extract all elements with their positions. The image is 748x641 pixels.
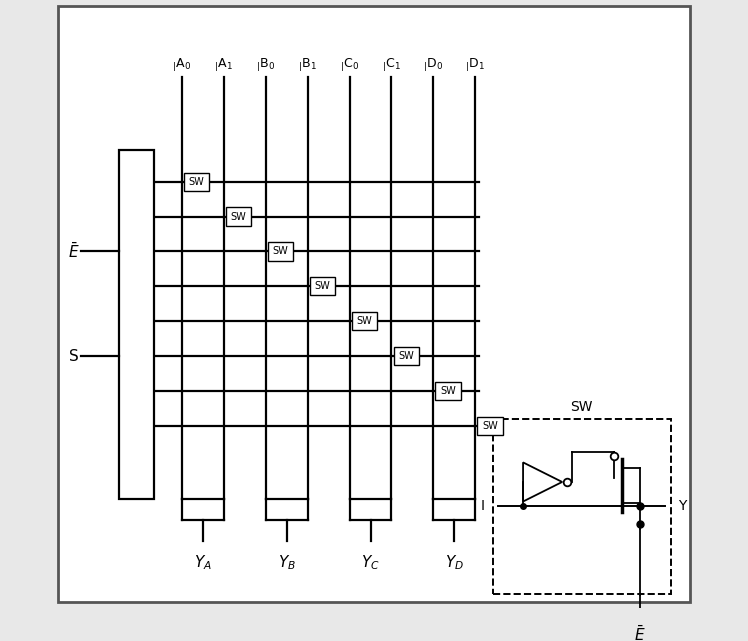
- Text: $_|$B$_1$: $_|$B$_1$: [298, 56, 317, 72]
- Text: $_|$B$_0$: $_|$B$_0$: [256, 56, 275, 72]
- Text: S: S: [69, 349, 79, 363]
- Text: SW: SW: [314, 281, 330, 292]
- Bar: [435, 382, 461, 400]
- Text: $Y_C$: $Y_C$: [361, 553, 380, 572]
- Text: SW: SW: [571, 399, 593, 413]
- Text: $_|$C$_0$: $_|$C$_0$: [340, 56, 359, 72]
- Bar: [226, 208, 251, 226]
- Text: SW: SW: [440, 386, 456, 396]
- Text: SW: SW: [398, 351, 414, 362]
- Bar: [268, 242, 293, 260]
- Text: $Y_A$: $Y_A$: [194, 553, 212, 572]
- Text: $Y_D$: $Y_D$: [445, 553, 464, 572]
- Text: $\bar{E}$: $\bar{E}$: [68, 242, 79, 261]
- Bar: [393, 347, 419, 365]
- Text: $_|$A$_0$: $_|$A$_0$: [172, 56, 191, 72]
- Text: $_|$C$_1$: $_|$C$_1$: [382, 56, 401, 72]
- Text: I: I: [480, 499, 485, 513]
- Bar: [184, 172, 209, 190]
- Bar: [477, 417, 503, 435]
- Text: SW: SW: [272, 246, 288, 256]
- Text: SW: SW: [188, 177, 204, 187]
- Bar: [310, 278, 335, 296]
- Text: SW: SW: [230, 212, 246, 222]
- Bar: [119, 150, 154, 499]
- Bar: [352, 312, 377, 330]
- Text: SW: SW: [356, 316, 372, 326]
- Bar: [493, 419, 671, 594]
- Text: Y: Y: [678, 499, 686, 513]
- Text: $Y_B$: $Y_B$: [278, 553, 295, 572]
- Text: $_|$D$_1$: $_|$D$_1$: [465, 56, 485, 72]
- Text: $_|$A$_1$: $_|$A$_1$: [215, 56, 233, 72]
- Text: SW: SW: [482, 421, 498, 431]
- Text: $_|$D$_0$: $_|$D$_0$: [423, 56, 444, 72]
- Text: $\bar{E}$: $\bar{E}$: [634, 625, 646, 641]
